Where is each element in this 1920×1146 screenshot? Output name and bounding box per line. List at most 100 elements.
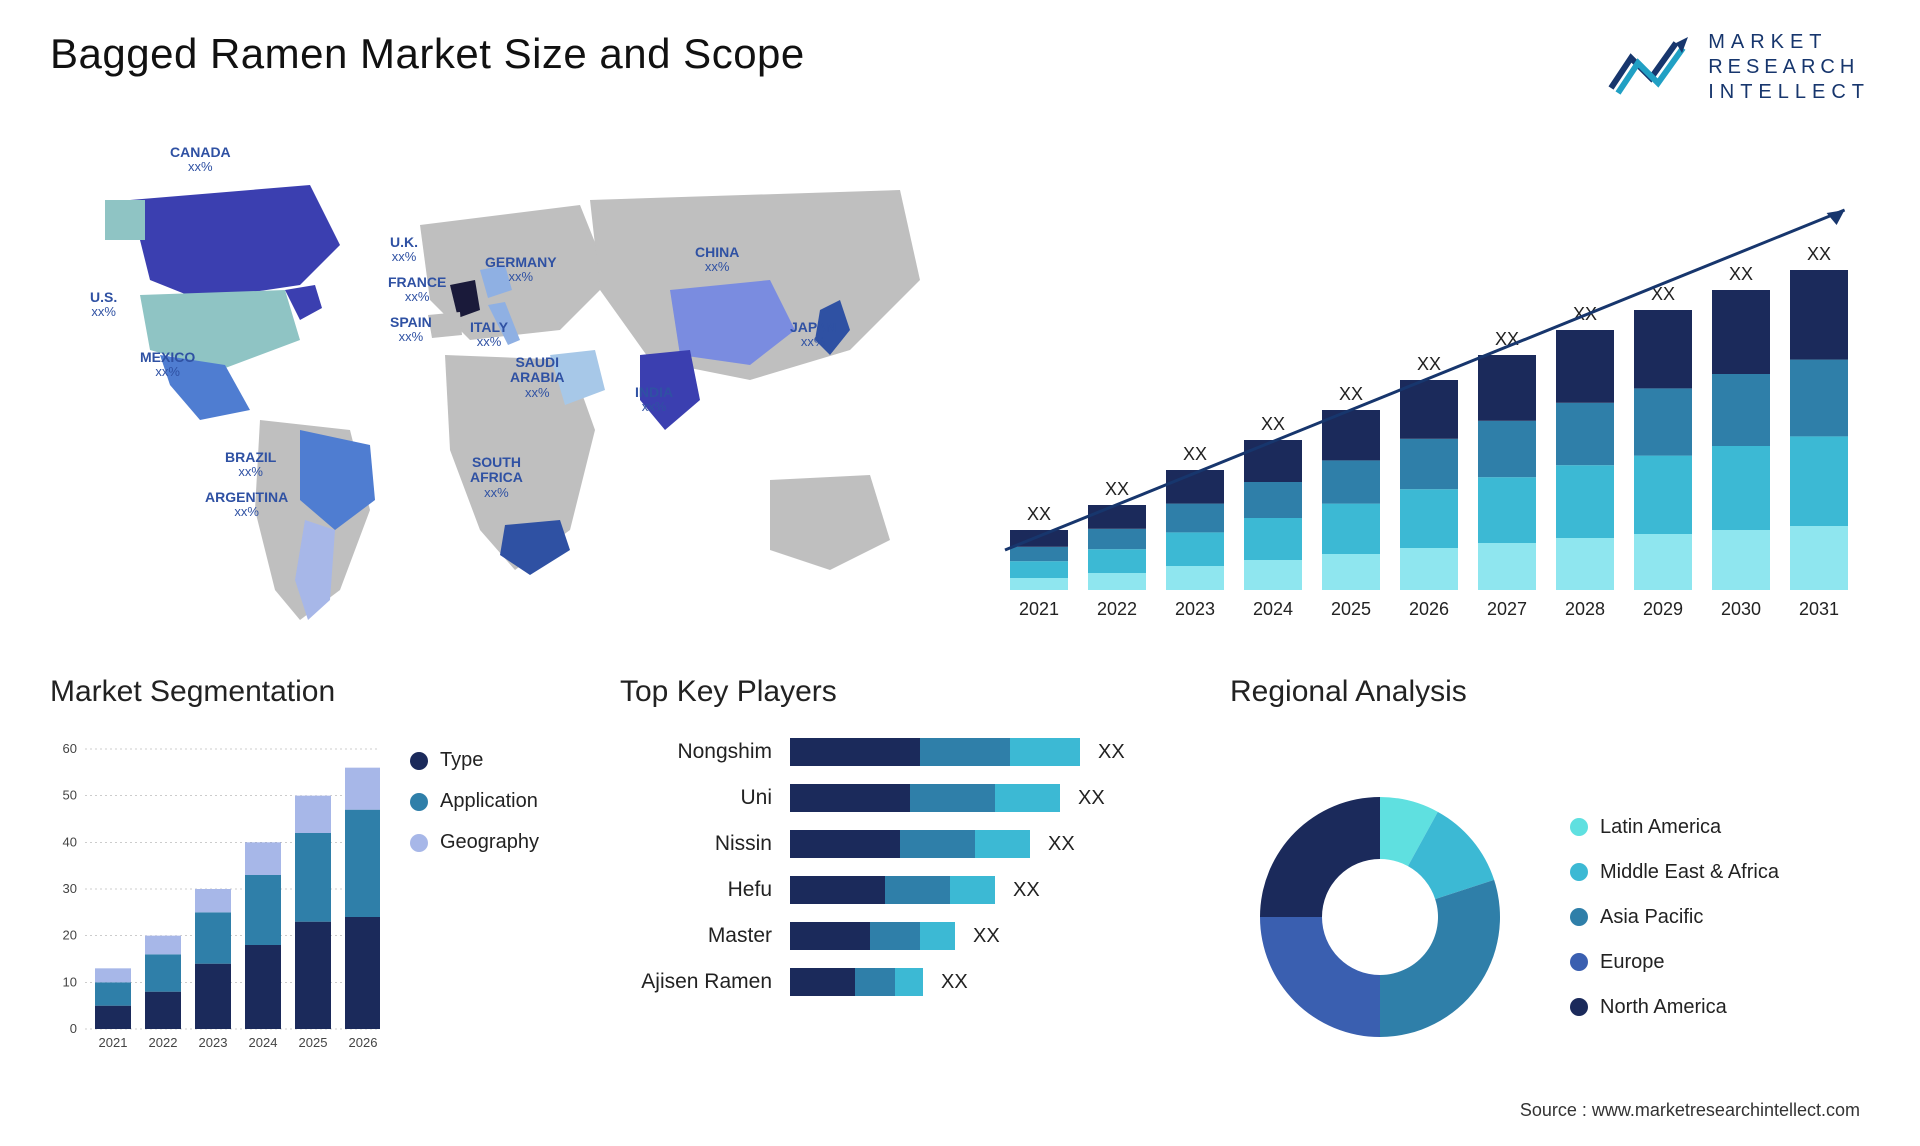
country-south-africa bbox=[500, 520, 570, 575]
seg-ytick: 10 bbox=[63, 974, 77, 989]
growth-bar bbox=[1244, 518, 1302, 560]
source-label: Source : www.marketresearchintellect.com bbox=[1520, 1100, 1860, 1121]
map-label-brazil: BRAZILxx% bbox=[225, 450, 276, 480]
regional-legend: Latin America Middle East & Africa Asia Pa… bbox=[1570, 816, 1779, 1019]
growth-year: 2030 bbox=[1721, 599, 1761, 619]
player-bar-segment bbox=[790, 922, 870, 950]
player-name: Nongshim bbox=[620, 740, 790, 764]
seg-year: 2023 bbox=[199, 1035, 228, 1050]
growth-bar bbox=[1010, 547, 1068, 561]
player-row: HefuXX bbox=[620, 867, 1180, 913]
growth-bar bbox=[1322, 554, 1380, 590]
growth-bar bbox=[1010, 561, 1068, 578]
legend-swatch-icon bbox=[410, 752, 428, 770]
growth-value: XX bbox=[1261, 414, 1285, 434]
legend-swatch-icon bbox=[410, 793, 428, 811]
growth-bar bbox=[1478, 421, 1536, 477]
page: Bagged Ramen Market Size and Scope MARKE… bbox=[0, 0, 1920, 1146]
player-row: NissinXX bbox=[620, 821, 1180, 867]
player-bar-segment bbox=[870, 922, 920, 950]
player-row: NongshimXX bbox=[620, 729, 1180, 775]
seg-ytick: 20 bbox=[63, 928, 77, 943]
player-name: Master bbox=[620, 924, 790, 948]
growth-svg: XX2021XX2022XX2023XX2024XX2025XX2026XX20… bbox=[990, 125, 1870, 645]
growth-value: XX bbox=[1027, 504, 1051, 524]
seg-legend-item: Application bbox=[410, 790, 539, 813]
growth-bar bbox=[1556, 465, 1614, 538]
growth-bar bbox=[1088, 549, 1146, 573]
seg-bar bbox=[95, 968, 131, 982]
donut-slice bbox=[1260, 797, 1380, 917]
growth-value: XX bbox=[1183, 444, 1207, 464]
seg-bar bbox=[195, 964, 231, 1029]
player-row: MasterXX bbox=[620, 913, 1180, 959]
segmentation-chart: 0102030405060202120222023202420252026 bbox=[50, 729, 380, 1059]
map-label-spain: SPAINxx% bbox=[390, 315, 432, 345]
logo-line2: RESEARCH bbox=[1708, 55, 1870, 80]
growth-chart: XX2021XX2022XX2023XX2024XX2025XX2026XX20… bbox=[990, 125, 1870, 645]
map-label-china: CHINAxx% bbox=[695, 245, 739, 275]
legend-label: North America bbox=[1600, 996, 1727, 1019]
seg-year: 2026 bbox=[349, 1035, 378, 1050]
country-spain bbox=[428, 312, 462, 338]
legend-swatch-icon bbox=[1570, 818, 1588, 836]
players-panel: Top Key Players NongshimXXUniXXNissinXXH… bbox=[620, 675, 1180, 1105]
seg-year: 2025 bbox=[299, 1035, 328, 1050]
growth-bar bbox=[1556, 330, 1614, 403]
player-bar bbox=[790, 876, 995, 904]
player-name: Nissin bbox=[620, 832, 790, 856]
growth-bar bbox=[1712, 374, 1770, 446]
seg-legend-item: Type bbox=[410, 749, 539, 772]
regional-legend-item: Asia Pacific bbox=[1570, 906, 1779, 929]
seg-ytick: 0 bbox=[70, 1021, 77, 1036]
page-title: Bagged Ramen Market Size and Scope bbox=[50, 30, 805, 78]
growth-value: XX bbox=[1105, 479, 1129, 499]
player-row: Ajisen RamenXX bbox=[620, 959, 1180, 1005]
legend-label: Latin America bbox=[1600, 816, 1721, 839]
growth-bar bbox=[1634, 310, 1692, 388]
seg-legend-item: Geography bbox=[410, 831, 539, 854]
growth-value: XX bbox=[1417, 354, 1441, 374]
player-bar bbox=[790, 830, 1030, 858]
legend-swatch-icon bbox=[1570, 863, 1588, 881]
segmentation-title: Market Segmentation bbox=[50, 675, 570, 709]
regional-legend-item: North America bbox=[1570, 996, 1779, 1019]
map-label-south-africa: SOUTHAFRICAxx% bbox=[470, 455, 523, 500]
player-bar-segment bbox=[950, 876, 995, 904]
player-name: Hefu bbox=[620, 878, 790, 902]
map-label-mexico: MEXICOxx% bbox=[140, 350, 195, 380]
growth-bar bbox=[1478, 543, 1536, 590]
player-bar-segment bbox=[790, 784, 910, 812]
seg-bar bbox=[145, 992, 181, 1029]
logo-line1: MARKET bbox=[1708, 30, 1870, 55]
regional-title: Regional Analysis bbox=[1230, 675, 1870, 709]
header: Bagged Ramen Market Size and Scope MARKE… bbox=[50, 30, 1870, 105]
legend-swatch-icon bbox=[1570, 908, 1588, 926]
legend-label: Europe bbox=[1600, 951, 1665, 974]
player-bar-segment bbox=[855, 968, 895, 996]
player-bar bbox=[790, 922, 955, 950]
growth-bar bbox=[1322, 504, 1380, 554]
player-row: UniXX bbox=[620, 775, 1180, 821]
growth-bar bbox=[1790, 270, 1848, 360]
growth-year: 2023 bbox=[1175, 599, 1215, 619]
map-label-u-k-: U.K.xx% bbox=[390, 235, 418, 265]
map-label-canada: CANADAxx% bbox=[170, 145, 231, 175]
seg-bar bbox=[245, 875, 281, 945]
seg-bar bbox=[245, 945, 281, 1029]
map-svg bbox=[50, 125, 950, 645]
brand-logo: MARKET RESEARCH INTELLECT bbox=[1606, 30, 1870, 105]
growth-bar bbox=[1634, 388, 1692, 455]
legend-label: Middle East & Africa bbox=[1600, 861, 1779, 884]
growth-year: 2027 bbox=[1487, 599, 1527, 619]
seg-bar bbox=[345, 768, 380, 810]
seg-ytick: 40 bbox=[63, 834, 77, 849]
logo-mark-icon bbox=[1606, 33, 1696, 103]
seg-bar bbox=[195, 912, 231, 963]
player-bar-segment bbox=[900, 830, 975, 858]
seg-bar bbox=[295, 833, 331, 922]
seg-ytick: 30 bbox=[63, 881, 77, 896]
regional-donut bbox=[1230, 767, 1530, 1067]
seg-bar bbox=[145, 936, 181, 955]
player-bar-segment bbox=[885, 876, 950, 904]
